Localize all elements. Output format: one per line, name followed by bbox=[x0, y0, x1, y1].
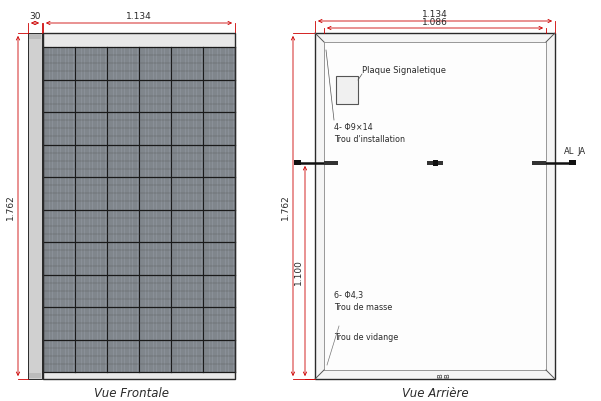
Bar bbox=[294, 161, 301, 166]
Text: 1.134: 1.134 bbox=[422, 10, 448, 19]
Bar bbox=[433, 161, 438, 166]
Bar bbox=[427, 162, 443, 166]
Text: 30: 30 bbox=[29, 12, 41, 21]
Text: Vue Arrière: Vue Arrière bbox=[401, 387, 468, 399]
Bar bbox=[43, 34, 235, 48]
Text: 1.134: 1.134 bbox=[126, 12, 152, 21]
Text: Plaque Signaletique: Plaque Signaletique bbox=[362, 66, 446, 75]
Text: 1.086: 1.086 bbox=[422, 18, 448, 27]
Bar bbox=[324, 162, 338, 166]
Text: Trou de vidange: Trou de vidange bbox=[334, 332, 398, 341]
Text: Vue Frontale: Vue Frontale bbox=[94, 387, 169, 399]
Text: AL: AL bbox=[564, 147, 574, 156]
Bar bbox=[43, 372, 235, 379]
Bar bbox=[43, 34, 235, 379]
Text: 1.762: 1.762 bbox=[6, 194, 15, 219]
Text: B: B bbox=[444, 372, 450, 377]
Bar bbox=[28, 34, 42, 379]
Bar bbox=[29, 35, 41, 40]
Bar bbox=[569, 161, 576, 166]
Bar bbox=[29, 373, 41, 378]
Text: 1.762: 1.762 bbox=[281, 194, 290, 219]
Text: B: B bbox=[437, 372, 443, 377]
Bar bbox=[324, 43, 546, 370]
Text: 1.100: 1.100 bbox=[294, 258, 303, 284]
Text: JA: JA bbox=[577, 147, 585, 156]
Bar bbox=[336, 77, 358, 105]
Text: 4- Φ9×14
Trou d'installation: 4- Φ9×14 Trou d'installation bbox=[334, 123, 405, 144]
Bar bbox=[532, 162, 546, 166]
Bar bbox=[43, 48, 235, 372]
Bar bbox=[315, 34, 555, 379]
Text: 6- Φ4,3
Trou de masse: 6- Φ4,3 Trou de masse bbox=[334, 290, 392, 311]
